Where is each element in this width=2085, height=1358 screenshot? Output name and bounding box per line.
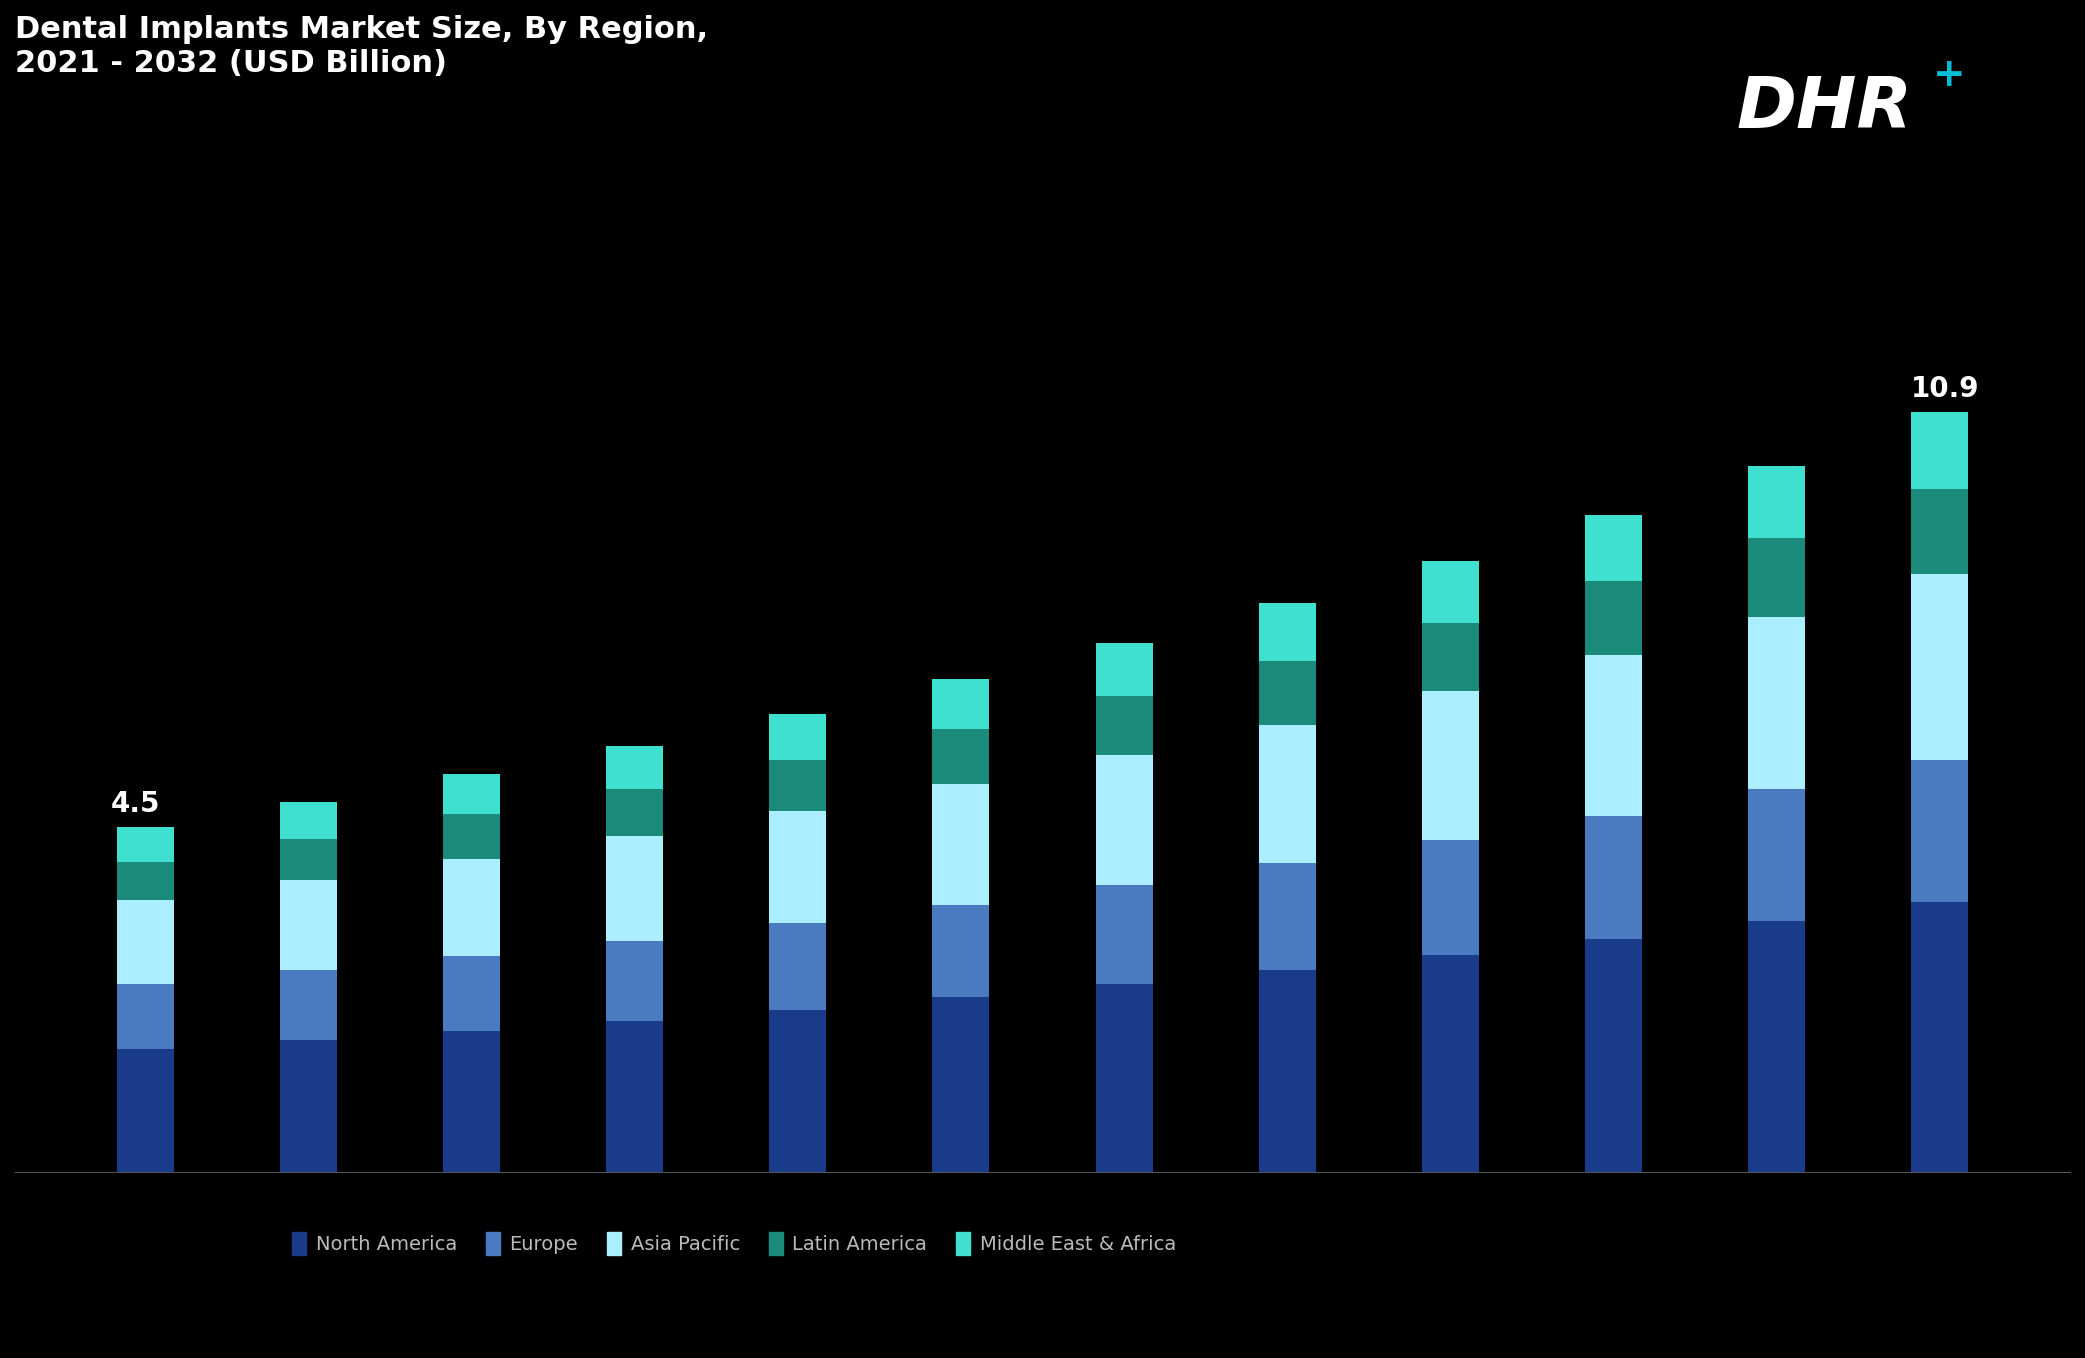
Bar	[1259, 661, 1316, 725]
Bar	[1095, 755, 1153, 884]
Bar	[1259, 971, 1316, 1172]
Bar	[1585, 581, 1641, 655]
Bar	[444, 774, 500, 815]
Bar	[1747, 538, 1806, 617]
Bar	[1422, 623, 1478, 691]
Bar	[769, 811, 826, 923]
Text: Dental Implants Market Size, By Region,
2021 - 2032 (USD Billion): Dental Implants Market Size, By Region, …	[15, 15, 709, 77]
Bar	[932, 904, 990, 997]
Bar	[279, 803, 338, 839]
Bar	[1259, 864, 1316, 971]
Bar	[117, 985, 173, 1050]
Bar	[1585, 938, 1641, 1172]
Bar	[279, 880, 338, 971]
Bar	[117, 900, 173, 985]
Bar	[117, 862, 173, 900]
Bar	[769, 923, 826, 1009]
Bar	[607, 789, 663, 837]
Bar	[1095, 884, 1153, 985]
Bar	[117, 827, 173, 862]
Bar	[444, 1031, 500, 1172]
Bar	[932, 679, 990, 729]
Bar	[1095, 985, 1153, 1172]
Bar	[607, 1021, 663, 1172]
Bar	[1259, 725, 1316, 864]
Legend: North America, Europe, Asia Pacific, Latin America, Middle East & Africa: North America, Europe, Asia Pacific, Lat…	[286, 1225, 1184, 1263]
Bar	[1422, 561, 1478, 623]
Bar	[932, 785, 990, 904]
Bar	[769, 1009, 826, 1172]
Bar	[1585, 515, 1641, 581]
Bar	[932, 997, 990, 1172]
Bar	[607, 941, 663, 1021]
Bar	[1585, 816, 1641, 938]
Bar	[607, 837, 663, 941]
Bar	[1422, 691, 1478, 841]
Text: 4.5: 4.5	[111, 790, 161, 818]
Bar	[117, 1050, 173, 1172]
Bar	[1912, 759, 1968, 902]
Bar	[1095, 697, 1153, 755]
Bar	[279, 971, 338, 1040]
Bar	[444, 858, 500, 956]
Bar	[444, 956, 500, 1031]
Text: DHR: DHR	[1737, 75, 1912, 143]
Bar	[932, 729, 990, 785]
Bar	[1747, 922, 1806, 1172]
Bar	[607, 746, 663, 789]
Bar	[1912, 411, 1968, 489]
Bar	[1422, 955, 1478, 1172]
Bar	[1912, 902, 1968, 1172]
Text: +: +	[1933, 56, 1966, 94]
Bar	[444, 815, 500, 858]
Bar	[1095, 642, 1153, 697]
Bar	[769, 714, 826, 759]
Bar	[279, 1040, 338, 1172]
Bar	[1747, 789, 1806, 922]
Bar	[279, 839, 338, 880]
Bar	[1259, 603, 1316, 661]
Bar	[1912, 574, 1968, 759]
Bar	[1585, 655, 1641, 816]
Bar	[1747, 466, 1806, 538]
Bar	[1912, 489, 1968, 574]
Bar	[1747, 617, 1806, 789]
Text: 10.9: 10.9	[1912, 375, 1979, 403]
Bar	[1422, 841, 1478, 955]
Bar	[769, 759, 826, 811]
